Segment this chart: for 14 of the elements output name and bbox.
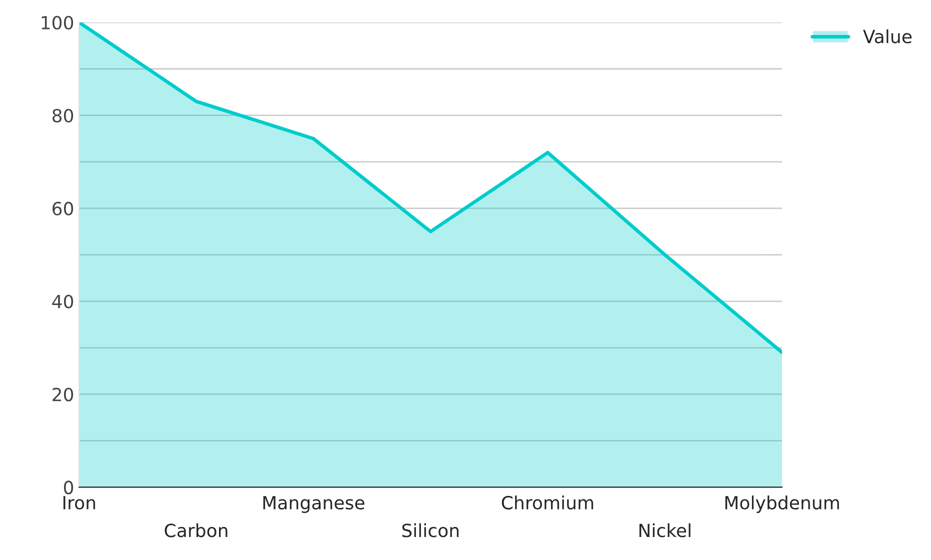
y-tick-label: 100 bbox=[42, 16, 74, 30]
x-tick-label: Manganese bbox=[263, 496, 364, 514]
y-tick-label: 20 bbox=[52, 388, 74, 402]
legend-label: Value bbox=[863, 29, 912, 44]
x-tick-label: Silicon bbox=[402, 523, 459, 538]
y-tick-label: 80 bbox=[52, 108, 74, 122]
x-tick-label: Iron bbox=[63, 496, 96, 510]
x-tick-label: Molybdenum bbox=[725, 496, 839, 514]
x-tick-label: Carbon bbox=[164, 523, 228, 538]
x-tick-label: Nickel bbox=[639, 523, 690, 538]
y-tick-label: 60 bbox=[52, 202, 74, 216]
y-tick-label: 40 bbox=[52, 294, 74, 308]
x-tick-label: Chromium bbox=[502, 496, 594, 510]
y-tick-label: 0 bbox=[64, 480, 74, 494]
